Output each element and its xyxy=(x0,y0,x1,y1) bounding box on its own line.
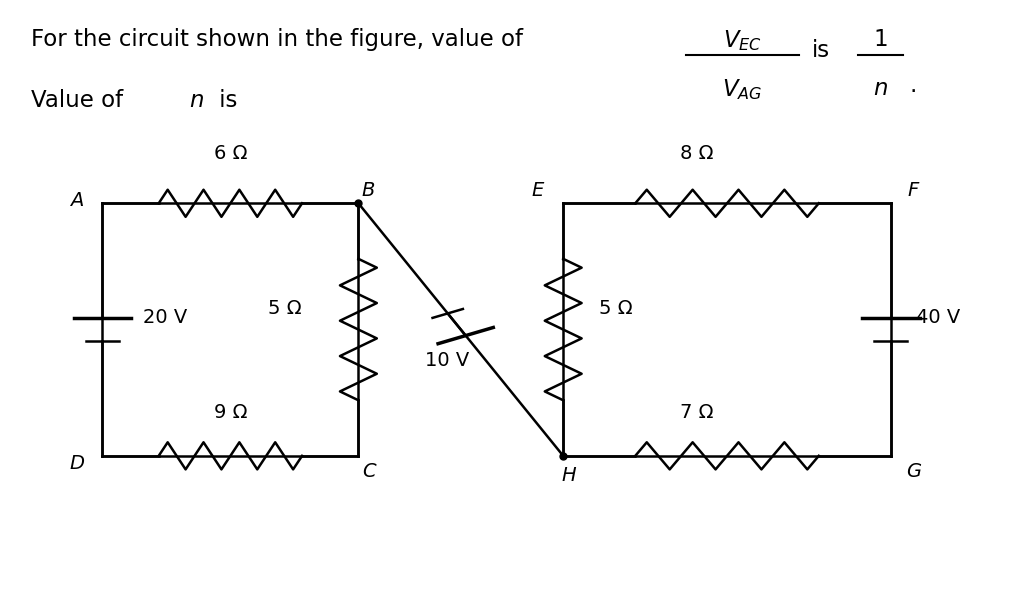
Text: 6 Ω: 6 Ω xyxy=(214,144,247,163)
Text: Value of: Value of xyxy=(31,89,130,112)
Text: E: E xyxy=(531,182,544,200)
Text: is: is xyxy=(812,39,830,62)
Text: H: H xyxy=(561,466,575,485)
Text: 9 Ω: 9 Ω xyxy=(214,403,247,422)
Text: For the circuit shown in the figure, value of: For the circuit shown in the figure, val… xyxy=(31,28,522,51)
Text: 5 Ω: 5 Ω xyxy=(599,299,633,317)
Text: .: . xyxy=(909,74,916,97)
Text: 20 V: 20 V xyxy=(143,308,187,326)
Text: n: n xyxy=(189,89,204,112)
Text: G: G xyxy=(906,462,921,480)
Text: D: D xyxy=(70,455,84,473)
Text: $V_{EC}$: $V_{EC}$ xyxy=(723,28,762,52)
Text: 10 V: 10 V xyxy=(425,351,469,370)
Text: 5 Ω: 5 Ω xyxy=(268,299,302,317)
Text: 7 Ω: 7 Ω xyxy=(680,403,713,422)
Text: A: A xyxy=(70,191,84,209)
Text: 40 V: 40 V xyxy=(916,308,961,326)
Text: $V_{AG}$: $V_{AG}$ xyxy=(722,77,763,102)
Text: B: B xyxy=(361,182,376,200)
Text: $1$: $1$ xyxy=(873,28,888,51)
Text: C: C xyxy=(361,462,376,480)
Text: 8 Ω: 8 Ω xyxy=(680,144,713,163)
Text: is: is xyxy=(212,89,238,112)
Text: $n$: $n$ xyxy=(873,77,888,100)
Text: F: F xyxy=(908,182,919,200)
